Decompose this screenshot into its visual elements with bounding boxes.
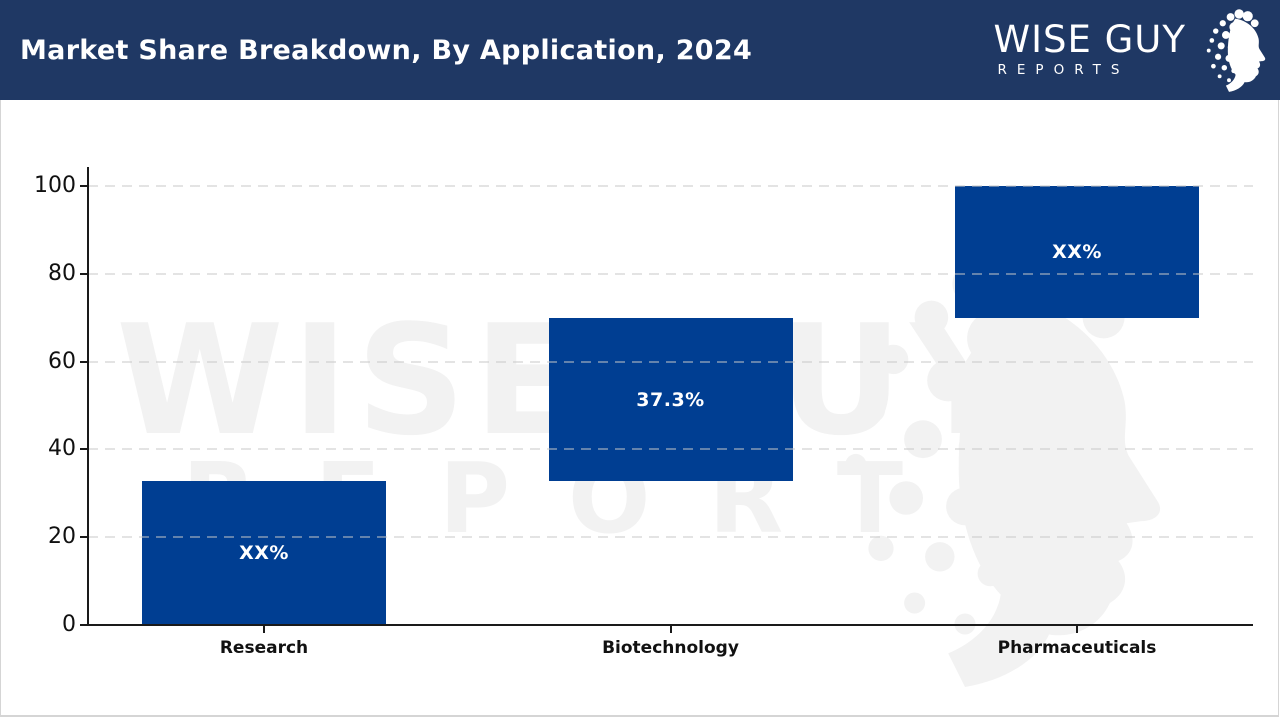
gridline-80 xyxy=(88,272,1253,275)
gridline-60 xyxy=(88,360,1253,363)
x-tick-mark-biotechnology xyxy=(669,625,672,633)
logo-line1: WISE GUY xyxy=(993,18,1186,62)
gridline-100 xyxy=(88,185,1253,187)
wise-guy-reports-logo: WISE GUY REPORTS xyxy=(994,6,1268,92)
y-tick-mark-20 xyxy=(80,536,88,539)
header-bar: Market Share Breakdown, By Application, … xyxy=(0,0,1280,100)
y-tick-label-80: 80 xyxy=(48,260,76,286)
x-tick-mark-pharmaceuticals xyxy=(1076,625,1078,633)
bar-biotechnology: 37.3% xyxy=(548,317,793,482)
y-axis-line xyxy=(86,167,89,625)
logo-wordmark: WISE GUY REPORTS xyxy=(993,18,1186,78)
y-tick-label-100: 100 xyxy=(34,173,76,198)
y-tick-label-0: 0 xyxy=(62,612,76,637)
logo-line2: REPORTS xyxy=(997,61,1130,78)
x-tick-label-pharmaceuticals: Pharmaceuticals xyxy=(997,638,1157,658)
y-tick-mark-60 xyxy=(80,360,88,363)
bar-value-label: XX% xyxy=(239,542,289,565)
bar-value-label: 37.3% xyxy=(636,388,705,411)
x-axis-line xyxy=(88,623,1253,626)
page-title: Market Share Breakdown, By Application, … xyxy=(20,34,753,66)
y-tick-mark-0 xyxy=(80,624,88,626)
gridline-20 xyxy=(88,536,1253,539)
bar-pharmaceuticals: XX% xyxy=(955,186,1199,318)
logo-head-icon xyxy=(1190,6,1268,92)
chart-area: WISE GUY REPORTS XX% 37.3% XX% 0 20 40 60 80 100… xyxy=(0,100,1280,720)
x-tick-label-research: Research xyxy=(219,638,309,658)
y-tick-mark-40 xyxy=(80,448,88,451)
y-tick-label-20: 20 xyxy=(48,524,76,550)
bar-research: XX% xyxy=(142,481,386,625)
gridline-40 xyxy=(88,448,1253,451)
y-tick-mark-80 xyxy=(80,272,88,275)
y-tick-label-40: 40 xyxy=(48,436,76,462)
bar-value-label: XX% xyxy=(1052,240,1102,263)
x-tick-label-biotechnology: Biotechnology xyxy=(602,638,739,658)
y-tick-label-60: 60 xyxy=(48,348,76,374)
x-tick-mark-research xyxy=(263,625,265,633)
y-tick-mark-100 xyxy=(80,185,88,187)
